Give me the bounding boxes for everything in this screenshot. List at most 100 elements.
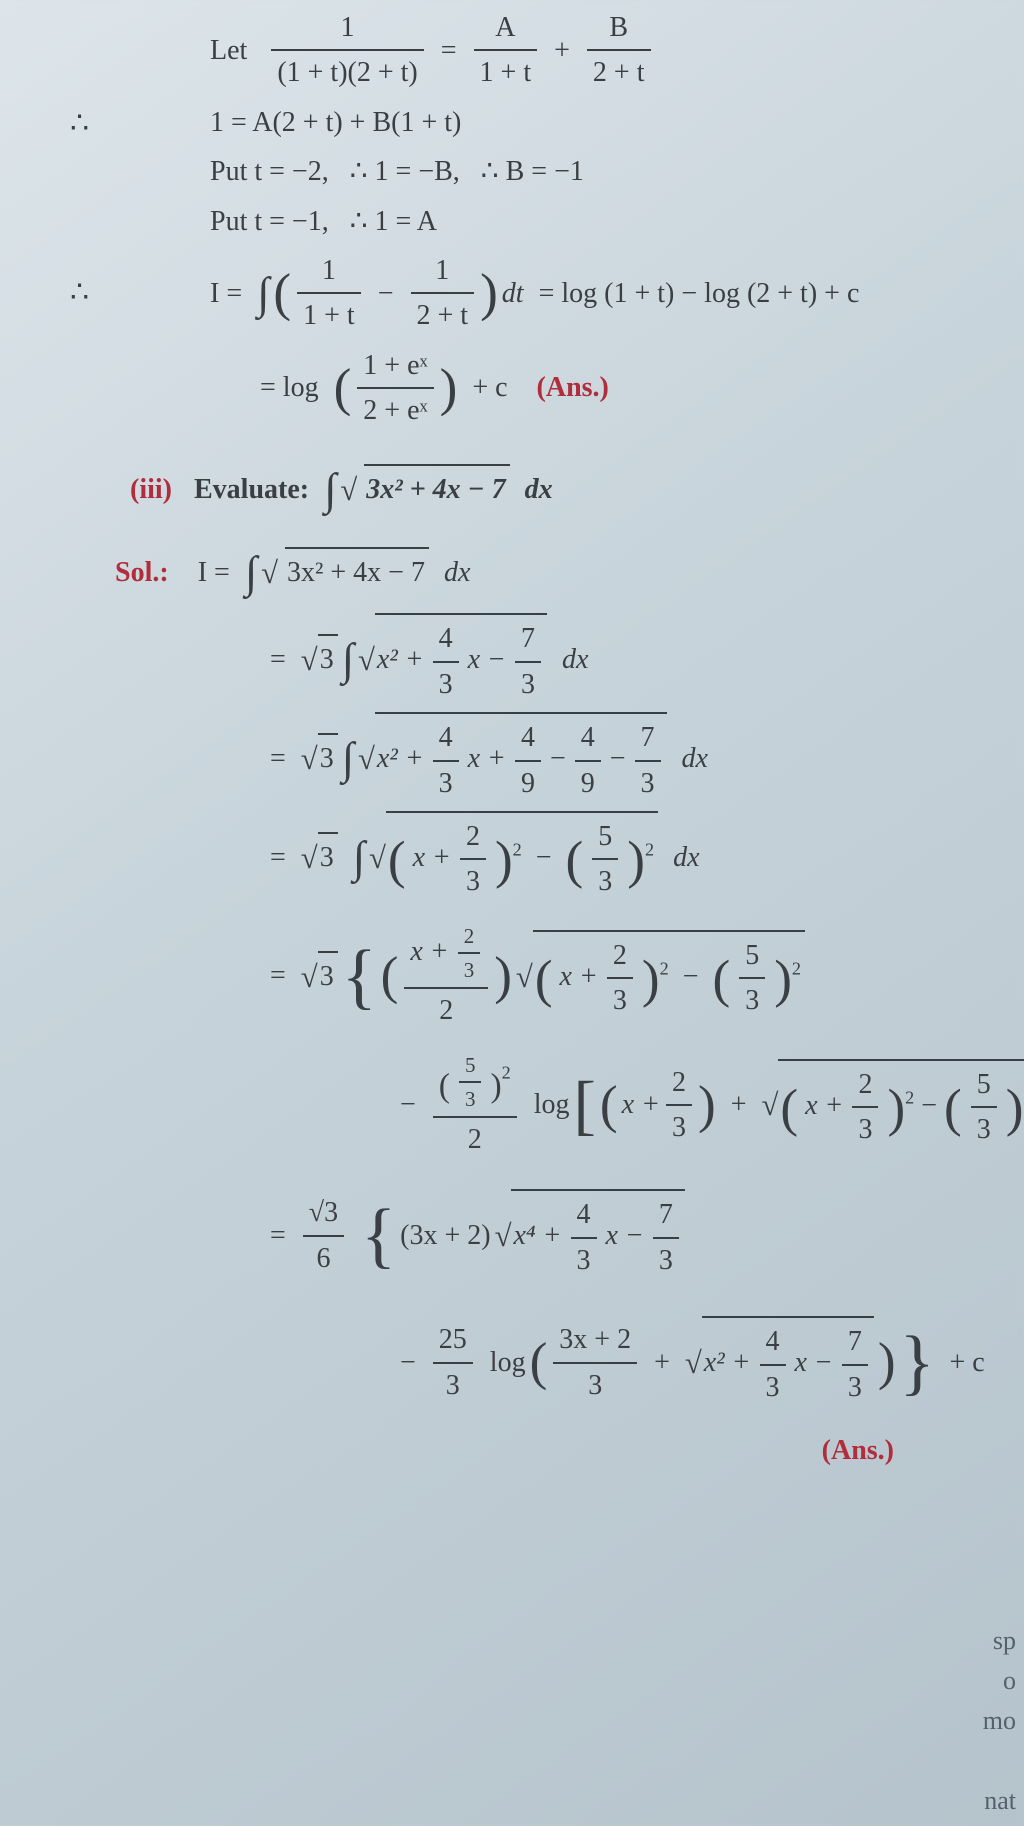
s2-73n: 7 bbox=[515, 617, 541, 662]
put-t-minus2: Put t = −2, ∴ 1 = −B, ∴ B = −1 bbox=[100, 150, 984, 193]
s5-sq1: 2 bbox=[660, 958, 669, 978]
s6-43d: 3 bbox=[571, 1239, 597, 1282]
s3-49an: 4 bbox=[515, 716, 541, 761]
s6-a: x⁴ + bbox=[513, 1220, 561, 1251]
s5-23: 23 bbox=[458, 920, 481, 987]
s6-73: 73 bbox=[653, 1193, 679, 1282]
rparen-2: ) bbox=[440, 347, 458, 429]
s5-bignum: x + 23 bbox=[404, 920, 488, 989]
s3-73d: 3 bbox=[635, 762, 661, 805]
edge-text-2: o bbox=[1003, 1666, 1016, 1696]
edge-text-3: mo bbox=[983, 1706, 1016, 1736]
s3-rad: x² + 43 x + 49 − 49 − 73 bbox=[375, 712, 667, 805]
sol-line-6b: − 253 log ( 3x + 23 + x² + 43 x − 73 ) }… bbox=[100, 1306, 984, 1419]
s6b-log: log bbox=[490, 1341, 526, 1384]
s3-xplus: x + bbox=[468, 743, 506, 774]
log-frac: 1 + eˣ 2 + eˣ bbox=[357, 344, 433, 433]
s1-rad: 3x² + 4x − 7 bbox=[285, 547, 429, 594]
s3-49bn: 4 bbox=[575, 716, 601, 761]
s5b-53bn: 5 bbox=[971, 1063, 997, 1108]
s5-sq2: 2 bbox=[792, 958, 801, 978]
put2b: ∴ 1 = A bbox=[350, 206, 437, 237]
s5b-rp: ) bbox=[490, 1067, 501, 1104]
s5b-23: 23 bbox=[666, 1061, 692, 1150]
B-num: B bbox=[587, 6, 651, 51]
s5b-53: 53 bbox=[459, 1049, 482, 1116]
s5b-xplus2: x + bbox=[805, 1089, 843, 1120]
s2-73: 73 bbox=[515, 617, 541, 706]
d1: 1 + t bbox=[297, 294, 361, 337]
s5b-lp: ( bbox=[439, 1067, 450, 1104]
frac-1-2pt: 1 2 + t bbox=[411, 249, 475, 338]
s6b-43d: 3 bbox=[760, 1366, 786, 1409]
s4-23d: 3 bbox=[460, 860, 486, 903]
root3-1: 3 bbox=[301, 634, 338, 685]
s2-43d: 3 bbox=[433, 663, 459, 706]
root3-1-body: 3 bbox=[318, 634, 338, 681]
s5b-m2: − bbox=[921, 1089, 937, 1120]
sol-line-4: = 3 ∫ ( x + 23 )2 − ( 53 )2 dx bbox=[100, 811, 984, 904]
s4-53d: 3 bbox=[592, 860, 618, 903]
s3-73n: 7 bbox=[635, 716, 661, 761]
s3-m2: − bbox=[610, 743, 626, 774]
root3-over-6: √3 6 bbox=[303, 1191, 344, 1280]
s6b-73n: 7 bbox=[842, 1320, 868, 1365]
s5-23b: 23 bbox=[607, 934, 633, 1023]
eq-log: = log bbox=[260, 366, 319, 409]
s5b-rp1: ) bbox=[698, 1064, 716, 1146]
log-num: 1 + eˣ bbox=[357, 344, 433, 389]
log-expand: = log (1 + t) − log (2 + t) + c bbox=[539, 272, 860, 315]
s5b-sqrt: ( x + 23 )2 − ( 53 )2 bbox=[761, 1059, 1024, 1152]
s6-43: 43 bbox=[571, 1193, 597, 1282]
r36n: √3 bbox=[303, 1191, 344, 1236]
therefore-line-1: ∴ 1 = A(2 + t) + B(1 + t) bbox=[100, 101, 984, 144]
s5b-53d: 3 bbox=[459, 1083, 482, 1116]
s5b-minus: − bbox=[400, 1083, 416, 1126]
s5b-lbracket: [ bbox=[574, 1053, 596, 1157]
s4-53: 53 bbox=[592, 815, 618, 904]
s5b-xplus: x + bbox=[622, 1083, 660, 1126]
root3-2-body: 3 bbox=[318, 733, 338, 780]
n2: 1 bbox=[411, 249, 475, 294]
frac-1-1pt: 1 1 + t bbox=[297, 249, 361, 338]
eq-s5: = bbox=[270, 954, 286, 997]
s3-43n: 4 bbox=[433, 716, 459, 761]
s5b-sq2: 2 bbox=[905, 1087, 914, 1107]
s3-m1: − bbox=[550, 743, 566, 774]
part-iii-heading: (iii) Evaluate: ∫ 3x² + 4x − 7 dx bbox=[100, 455, 984, 524]
log-den: 2 + eˣ bbox=[357, 389, 433, 432]
s5-23d: 3 bbox=[458, 954, 481, 987]
s6b-minus: − bbox=[400, 1341, 416, 1384]
s5b-log: log bbox=[534, 1083, 570, 1126]
put1b: ∴ 1 = −B, bbox=[350, 156, 460, 187]
heading-sqrt: 3x² + 4x − 7 bbox=[340, 464, 509, 515]
s2-xm: x − bbox=[468, 644, 506, 675]
s2-sqrt: x² + 43 x − 73 bbox=[358, 613, 547, 706]
s3-49bd: 9 bbox=[575, 762, 601, 805]
s1-dx: dx bbox=[444, 551, 470, 594]
s5-53: 53 bbox=[739, 934, 765, 1023]
plus1: + bbox=[554, 29, 570, 72]
s6-rad: x⁴ + 43 x − 73 bbox=[511, 1189, 684, 1282]
s4-sq2: 2 bbox=[645, 839, 654, 859]
s5-23n: 2 bbox=[458, 920, 481, 955]
final-log-line: = log ( 1 + eˣ 2 + eˣ ) + c (Ans.) bbox=[100, 344, 984, 433]
sol-line-6a: = √3 6 { (3x + 2) x⁴ + 43 x − 73 bbox=[100, 1179, 984, 1292]
s6b-a: x² + bbox=[704, 1347, 751, 1378]
sol-label: Sol.: bbox=[115, 551, 169, 594]
s5-53n: 5 bbox=[739, 934, 765, 979]
s5-rp-outer: ) bbox=[494, 935, 512, 1017]
s6b-plus: + bbox=[654, 1341, 670, 1384]
part-label-iii: (iii) bbox=[130, 468, 172, 511]
s5-xplus: x + bbox=[410, 936, 448, 967]
s4-sq1: 2 bbox=[513, 839, 522, 859]
pf-frac-A: A 1 + t bbox=[474, 6, 538, 95]
put1a: Put t = −2, bbox=[210, 156, 329, 187]
root3-3-body: 3 bbox=[318, 832, 338, 879]
s5-53d: 3 bbox=[739, 979, 765, 1022]
s5b-53sq-over2: ( 53 )2 2 bbox=[433, 1049, 517, 1161]
pf-lhs: 1 (1 + t)(2 + t) bbox=[271, 6, 423, 95]
s6b-253d: 3 bbox=[433, 1364, 473, 1407]
pf-frac-B: B 2 + t bbox=[587, 6, 651, 95]
s5-lp2: ( bbox=[712, 949, 730, 1008]
